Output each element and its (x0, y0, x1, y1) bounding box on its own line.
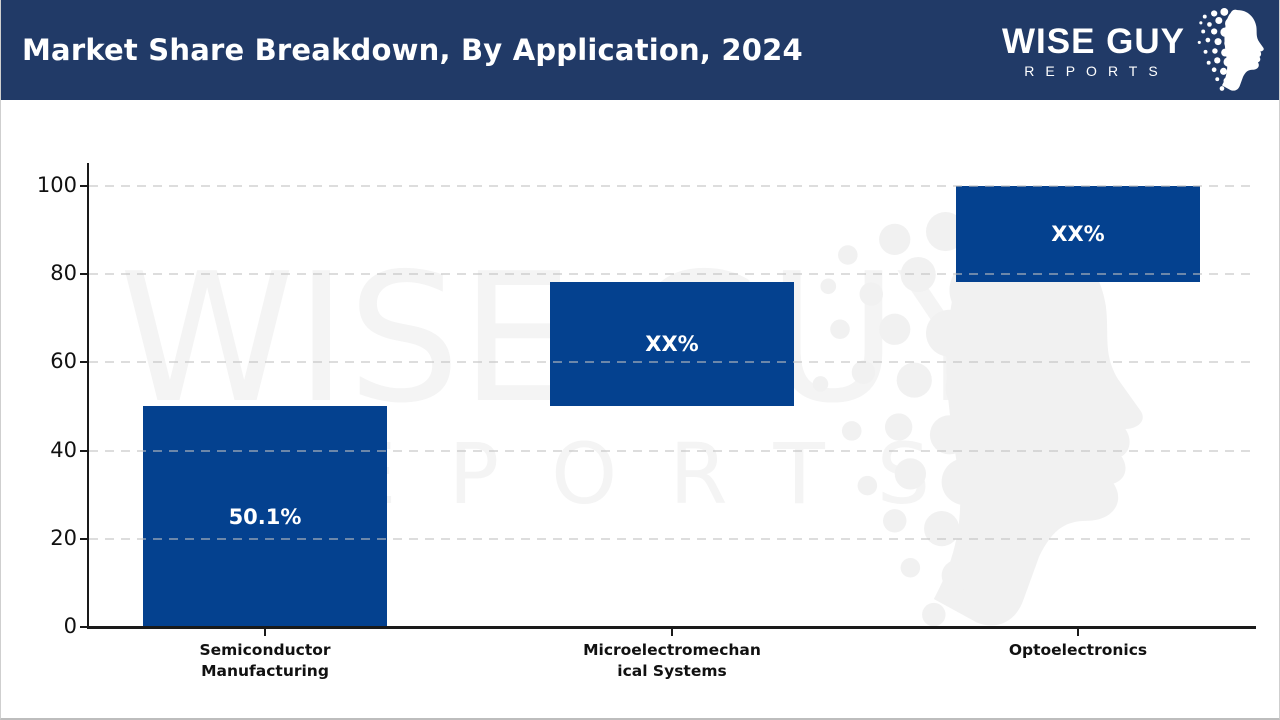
y-axis-line (87, 163, 89, 629)
y-tick (80, 185, 89, 187)
logo-text: WISE GUY REPORTS (1002, 23, 1185, 79)
x-tick (264, 629, 266, 636)
x-category-label-semiconductor-manufacturing: Semiconductor Manufacturing (115, 640, 415, 682)
x-category-label-line: ical Systems (617, 662, 727, 680)
gridline-20 (89, 537, 1254, 540)
bar-value-label: 50.1% (228, 504, 302, 529)
y-tick (80, 626, 89, 628)
y-tick-label: 40 (50, 437, 77, 462)
header: Market Share Breakdown, By Application, … (1, 0, 1279, 100)
bar-value-label: XX% (645, 331, 699, 356)
x-category-label-line: Microelectromechan (583, 641, 761, 659)
y-tick-label: 100 (36, 173, 77, 197)
bar-value-label: XX% (1051, 221, 1105, 246)
chart-title: Market Share Breakdown, By Application, … (22, 33, 803, 67)
logo-head-icon (1189, 8, 1269, 94)
plot-canvas: WISE GUY REPORTS 50.1% XX% XX% 0 20 40 60 80 10… (1, 100, 1279, 718)
y-tick (80, 449, 89, 452)
y-tick-label: 20 (50, 525, 77, 550)
y-tick-label: 60 (50, 349, 77, 374)
logo-wordmark: WISE GUY (1001, 22, 1185, 62)
x-category-label-microelectromechanical-systems: Microelectromechan ical Systems (522, 640, 822, 682)
gridline-100 (89, 185, 1254, 187)
bar-optoelectronics: XX% (956, 186, 1200, 282)
x-category-label-line: Semiconductor (199, 641, 331, 659)
y-tick (80, 537, 89, 540)
gridline-40 (89, 449, 1254, 452)
y-tick-label: 80 (50, 261, 77, 286)
gridline-80 (89, 273, 1254, 276)
wise-guy-logo: WISE GUY REPORTS (1002, 8, 1269, 94)
y-tick (80, 273, 89, 276)
plot-area: 50.1% XX% XX% (89, 163, 1254, 627)
y-tick-label: 0 (63, 614, 77, 638)
x-tick (1077, 629, 1079, 636)
logo-subtext: REPORTS (1024, 62, 1169, 79)
x-category-label-line: Manufacturing (201, 662, 329, 680)
bar-microelectromechanical-systems: XX% (550, 281, 794, 407)
x-tick (671, 629, 673, 636)
x-category-label-line: Optoelectronics (1008, 641, 1148, 659)
x-category-label-optoelectronics: Optoelectronics (928, 640, 1228, 661)
y-tick (80, 361, 89, 364)
bar-semiconductor-manufacturing: 50.1% (143, 406, 387, 627)
gridline-60 (89, 361, 1254, 364)
x-axis-line (87, 626, 1256, 629)
